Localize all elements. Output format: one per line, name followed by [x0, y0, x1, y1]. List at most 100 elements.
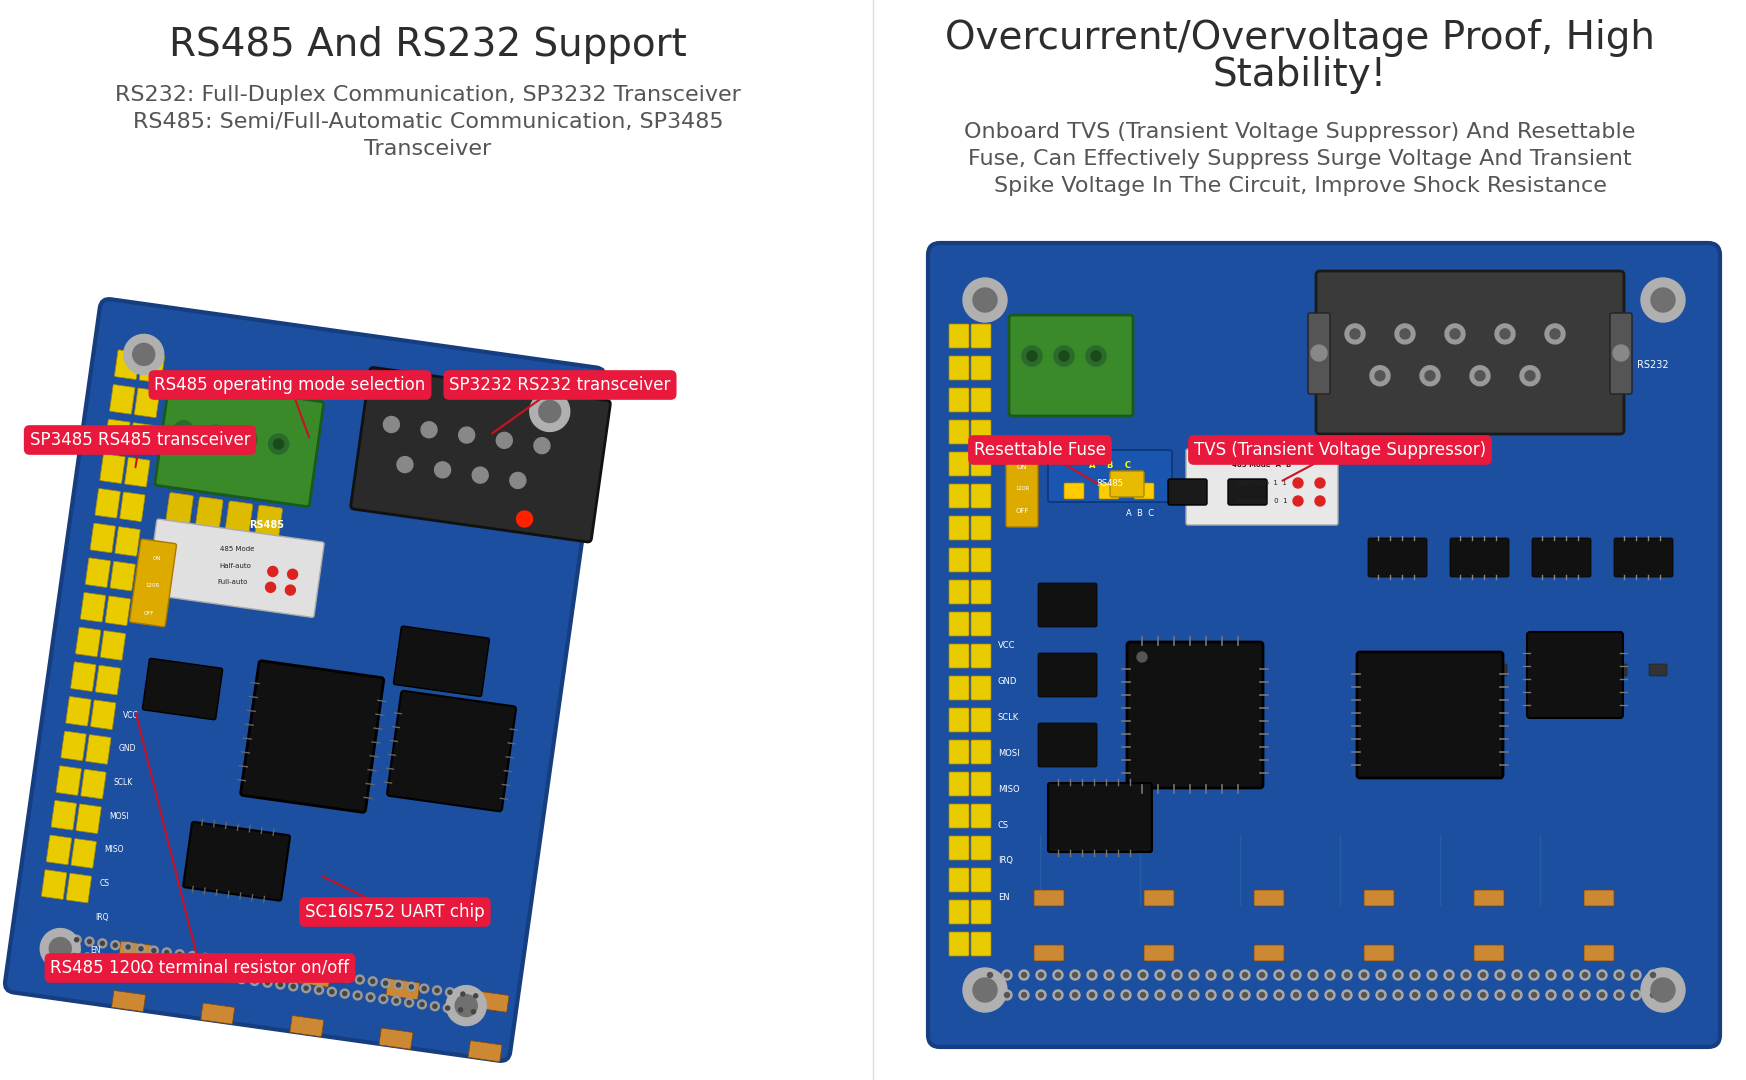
FancyBboxPatch shape: [950, 804, 969, 828]
Text: MISO: MISO: [999, 784, 1020, 794]
Circle shape: [433, 986, 442, 995]
Circle shape: [1308, 990, 1318, 1000]
FancyBboxPatch shape: [971, 644, 992, 669]
Circle shape: [445, 988, 454, 997]
Circle shape: [306, 970, 311, 974]
Circle shape: [1582, 993, 1587, 998]
Circle shape: [1175, 993, 1180, 998]
Circle shape: [178, 953, 182, 956]
Text: VCC: VCC: [999, 640, 1016, 649]
Circle shape: [1140, 972, 1145, 977]
Circle shape: [199, 969, 208, 978]
Circle shape: [353, 990, 361, 1000]
Text: MISO: MISO: [105, 846, 124, 854]
FancyBboxPatch shape: [129, 539, 176, 626]
Circle shape: [292, 966, 300, 975]
Circle shape: [471, 468, 489, 483]
FancyBboxPatch shape: [1610, 664, 1627, 676]
Circle shape: [1481, 972, 1486, 977]
Circle shape: [1039, 972, 1044, 977]
Circle shape: [1358, 970, 1369, 980]
Text: Spike Voltage In The Circuit, Improve Shock Resistance: Spike Voltage In The Circuit, Improve Sh…: [993, 176, 1606, 195]
Circle shape: [162, 948, 171, 957]
Circle shape: [1027, 351, 1037, 361]
Circle shape: [1446, 993, 1451, 998]
Circle shape: [1599, 993, 1605, 998]
Circle shape: [1400, 329, 1411, 339]
Text: RS485: RS485: [1096, 480, 1123, 488]
Circle shape: [253, 978, 257, 983]
FancyBboxPatch shape: [75, 804, 101, 834]
Circle shape: [1641, 278, 1685, 322]
FancyBboxPatch shape: [950, 580, 969, 604]
Circle shape: [1648, 990, 1659, 1000]
FancyBboxPatch shape: [115, 527, 140, 556]
Circle shape: [190, 954, 194, 958]
FancyBboxPatch shape: [120, 492, 145, 522]
FancyBboxPatch shape: [91, 700, 115, 729]
Circle shape: [1226, 972, 1231, 977]
Circle shape: [211, 971, 220, 980]
Circle shape: [1021, 346, 1042, 366]
FancyBboxPatch shape: [1034, 890, 1063, 906]
Circle shape: [1411, 970, 1419, 980]
FancyBboxPatch shape: [1570, 664, 1587, 676]
Circle shape: [276, 980, 285, 989]
Circle shape: [1259, 972, 1264, 977]
Circle shape: [396, 457, 414, 473]
Circle shape: [423, 987, 426, 990]
Circle shape: [1598, 970, 1606, 980]
FancyBboxPatch shape: [86, 734, 112, 765]
Circle shape: [1315, 496, 1325, 507]
FancyBboxPatch shape: [950, 708, 969, 732]
Circle shape: [1419, 366, 1440, 386]
Circle shape: [1053, 970, 1063, 980]
FancyBboxPatch shape: [950, 356, 969, 380]
FancyBboxPatch shape: [105, 596, 131, 625]
Circle shape: [529, 391, 569, 431]
Circle shape: [1613, 990, 1624, 1000]
Circle shape: [1121, 970, 1131, 980]
FancyBboxPatch shape: [1254, 945, 1283, 961]
Circle shape: [1107, 993, 1112, 998]
Circle shape: [419, 984, 430, 994]
Circle shape: [278, 964, 286, 973]
Circle shape: [1091, 351, 1102, 361]
Circle shape: [1294, 478, 1303, 488]
Circle shape: [1222, 990, 1233, 1000]
Circle shape: [1311, 972, 1315, 977]
FancyBboxPatch shape: [950, 740, 969, 764]
FancyBboxPatch shape: [950, 420, 969, 444]
FancyBboxPatch shape: [112, 990, 145, 1012]
Circle shape: [1449, 329, 1460, 339]
Circle shape: [379, 995, 388, 1003]
FancyBboxPatch shape: [94, 488, 120, 518]
Circle shape: [1498, 972, 1503, 977]
Circle shape: [75, 937, 79, 942]
Circle shape: [330, 971, 339, 981]
FancyBboxPatch shape: [297, 967, 330, 987]
Circle shape: [1090, 993, 1095, 998]
Text: SP3485 RS485 transceiver: SP3485 RS485 transceiver: [30, 431, 250, 449]
Circle shape: [302, 984, 311, 993]
Circle shape: [395, 999, 398, 1003]
FancyBboxPatch shape: [1063, 483, 1084, 499]
Circle shape: [173, 421, 194, 441]
FancyBboxPatch shape: [971, 900, 992, 924]
FancyBboxPatch shape: [1474, 945, 1503, 961]
FancyBboxPatch shape: [1009, 315, 1133, 416]
Circle shape: [435, 988, 438, 993]
Text: Stability!: Stability!: [1213, 56, 1386, 94]
Circle shape: [292, 984, 295, 988]
Circle shape: [1138, 990, 1149, 1000]
FancyBboxPatch shape: [351, 367, 611, 542]
FancyBboxPatch shape: [196, 497, 223, 536]
FancyBboxPatch shape: [66, 697, 91, 726]
Circle shape: [1563, 990, 1573, 1000]
Circle shape: [1444, 990, 1454, 1000]
Circle shape: [1350, 329, 1360, 339]
FancyBboxPatch shape: [950, 516, 969, 540]
Circle shape: [1376, 990, 1386, 1000]
Circle shape: [1613, 345, 1629, 361]
Circle shape: [534, 437, 550, 454]
